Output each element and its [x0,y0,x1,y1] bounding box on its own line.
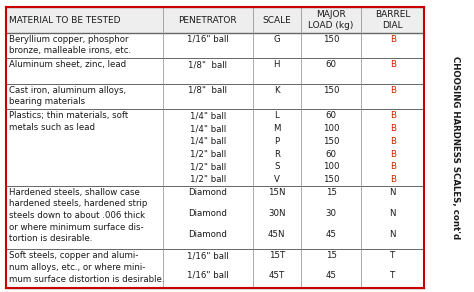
Text: 1/2" ball: 1/2" ball [190,175,226,184]
Text: 1/16" ball: 1/16" ball [187,35,228,44]
Text: Beryllium copper, phosphor
bronze, malleable irons, etc.: Beryllium copper, phosphor bronze, malle… [9,35,131,55]
Text: 150: 150 [323,137,339,146]
Text: 1/2" ball: 1/2" ball [190,150,226,159]
Text: 15: 15 [326,251,337,260]
Text: P: P [274,137,279,146]
Text: B: B [390,86,396,95]
Text: 45N: 45N [268,230,285,239]
Text: CHOOSING HARDNESS SCALES, cont'd: CHOOSING HARDNESS SCALES, cont'd [451,56,459,239]
Text: 150: 150 [323,175,339,184]
Text: R: R [273,150,280,159]
Text: 60: 60 [326,60,337,69]
FancyBboxPatch shape [6,7,424,33]
Text: B: B [390,35,396,44]
Text: 45T: 45T [269,271,285,279]
Text: MAJOR
LOAD (kg): MAJOR LOAD (kg) [309,10,354,30]
Text: 1/16" ball: 1/16" ball [187,251,228,260]
Text: Diamond: Diamond [188,188,227,197]
Text: 15T: 15T [269,251,285,260]
Text: H: H [273,60,280,69]
Text: V: V [274,175,280,184]
Text: T: T [390,271,395,279]
Text: Cast iron, aluminum alloys,
bearing materials: Cast iron, aluminum alloys, bearing mate… [9,86,126,107]
Text: B: B [390,162,396,171]
Text: 45: 45 [326,271,337,279]
Text: N: N [390,188,396,197]
Text: Soft steels, copper and alumi-
num alloys, etc., or where mini-
mum surface dist: Soft steels, copper and alumi- num alloy… [9,251,164,284]
Text: N: N [390,209,396,218]
Text: 1/8"  ball: 1/8" ball [188,60,227,69]
Text: L: L [274,111,279,120]
Text: PENETRATOR: PENETRATOR [178,15,237,25]
Text: 1/4" ball: 1/4" ball [190,137,226,146]
Text: T: T [390,251,395,260]
Text: B: B [390,137,396,146]
Text: 30: 30 [326,209,337,218]
Text: MATERIAL TO BE TESTED: MATERIAL TO BE TESTED [9,15,120,25]
Text: Diamond: Diamond [188,230,227,239]
Text: M: M [273,124,281,133]
Text: S: S [274,162,280,171]
Text: 1/8"  ball: 1/8" ball [188,86,227,95]
Text: G: G [273,35,280,44]
Text: 45: 45 [326,230,337,239]
Text: Hardened steels, shallow case
hardened steels, hardened strip
steels down to abo: Hardened steels, shallow case hardened s… [9,188,147,243]
Text: BARREL
DIAL: BARREL DIAL [375,10,410,30]
Text: 150: 150 [323,35,339,44]
Text: Diamond: Diamond [188,209,227,218]
Text: 1/4" ball: 1/4" ball [190,111,226,120]
Text: N: N [390,230,396,239]
Text: 60: 60 [326,150,337,159]
Text: 150: 150 [323,86,339,95]
Text: SCALE: SCALE [262,15,291,25]
Text: 1/16" ball: 1/16" ball [187,271,228,279]
Text: 30N: 30N [268,209,285,218]
Text: 100: 100 [323,162,339,171]
Text: B: B [390,124,396,133]
Text: K: K [274,86,280,95]
Text: 15: 15 [326,188,337,197]
Text: 1/4" ball: 1/4" ball [190,124,226,133]
Text: Plastics; thin materials, soft
metals such as lead: Plastics; thin materials, soft metals su… [9,111,128,132]
Text: B: B [390,60,396,69]
Text: 15N: 15N [268,188,285,197]
Text: Aluminum sheet, zinc, lead: Aluminum sheet, zinc, lead [9,60,126,69]
Text: B: B [390,175,396,184]
Text: 60: 60 [326,111,337,120]
Text: B: B [390,150,396,159]
Text: 100: 100 [323,124,339,133]
Text: B: B [390,111,396,120]
Text: 1/2" ball: 1/2" ball [190,162,226,171]
